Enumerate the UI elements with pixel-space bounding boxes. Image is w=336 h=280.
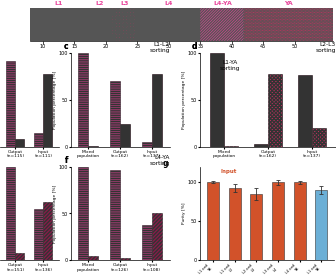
Text: d: d bbox=[192, 42, 197, 51]
Bar bbox=[224, 146, 238, 147]
Text: Input: Input bbox=[220, 169, 237, 174]
Text: f: f bbox=[65, 156, 69, 165]
Bar bbox=[88, 256, 98, 260]
Bar bbox=[250, 194, 262, 260]
Bar bbox=[268, 74, 282, 147]
Text: L1: L1 bbox=[54, 1, 63, 6]
Text: L1-L2
sorting: L1-L2 sorting bbox=[149, 42, 170, 53]
Text: L4-YA
sorting: L4-YA sorting bbox=[149, 155, 170, 166]
Bar bbox=[15, 139, 24, 147]
Y-axis label: Population percentage [%]: Population percentage [%] bbox=[53, 71, 57, 129]
Y-axis label: Population percentage [%]: Population percentage [%] bbox=[53, 185, 57, 242]
Bar bbox=[87, 8, 112, 41]
Bar bbox=[110, 170, 120, 260]
Text: g: g bbox=[162, 159, 168, 168]
Text: L2: L2 bbox=[95, 1, 104, 6]
Bar bbox=[316, 190, 327, 260]
Text: L4-YA: L4-YA bbox=[213, 1, 232, 6]
Bar bbox=[142, 225, 152, 260]
Text: d: d bbox=[192, 42, 197, 51]
Bar bbox=[6, 167, 15, 260]
Bar bbox=[152, 213, 162, 260]
Bar bbox=[88, 146, 98, 147]
Bar bbox=[210, 53, 224, 147]
Bar bbox=[34, 209, 43, 260]
Bar bbox=[207, 182, 219, 260]
Y-axis label: Population percentage [%]: Population percentage [%] bbox=[182, 71, 186, 129]
Text: c: c bbox=[64, 42, 69, 51]
Bar bbox=[228, 188, 241, 260]
Bar bbox=[137, 8, 200, 41]
Text: L2-L3
sorting: L2-L3 sorting bbox=[316, 42, 336, 53]
Bar bbox=[43, 202, 52, 260]
Bar bbox=[272, 182, 284, 260]
Bar bbox=[110, 81, 120, 147]
Text: L1-YA
sorting: L1-YA sorting bbox=[220, 60, 240, 71]
Text: c: c bbox=[64, 42, 69, 51]
Text: f: f bbox=[65, 156, 69, 165]
Text: L3: L3 bbox=[121, 1, 129, 6]
Bar bbox=[200, 8, 244, 41]
Bar bbox=[120, 258, 130, 260]
Bar bbox=[142, 142, 152, 147]
Bar bbox=[298, 75, 312, 147]
Bar bbox=[120, 123, 130, 147]
Text: L4: L4 bbox=[165, 1, 173, 6]
Bar bbox=[6, 61, 15, 147]
Bar bbox=[152, 74, 162, 147]
Bar bbox=[30, 8, 87, 41]
Bar bbox=[78, 167, 88, 260]
Bar bbox=[244, 8, 333, 41]
Bar bbox=[43, 74, 52, 147]
Bar bbox=[34, 133, 43, 147]
Bar bbox=[78, 53, 88, 147]
Text: YA: YA bbox=[284, 1, 293, 6]
Bar bbox=[112, 8, 137, 41]
Y-axis label: Purity [%]: Purity [%] bbox=[182, 203, 186, 224]
Bar bbox=[254, 144, 268, 147]
Bar bbox=[294, 182, 306, 260]
Bar bbox=[15, 253, 24, 260]
Bar bbox=[312, 128, 326, 147]
